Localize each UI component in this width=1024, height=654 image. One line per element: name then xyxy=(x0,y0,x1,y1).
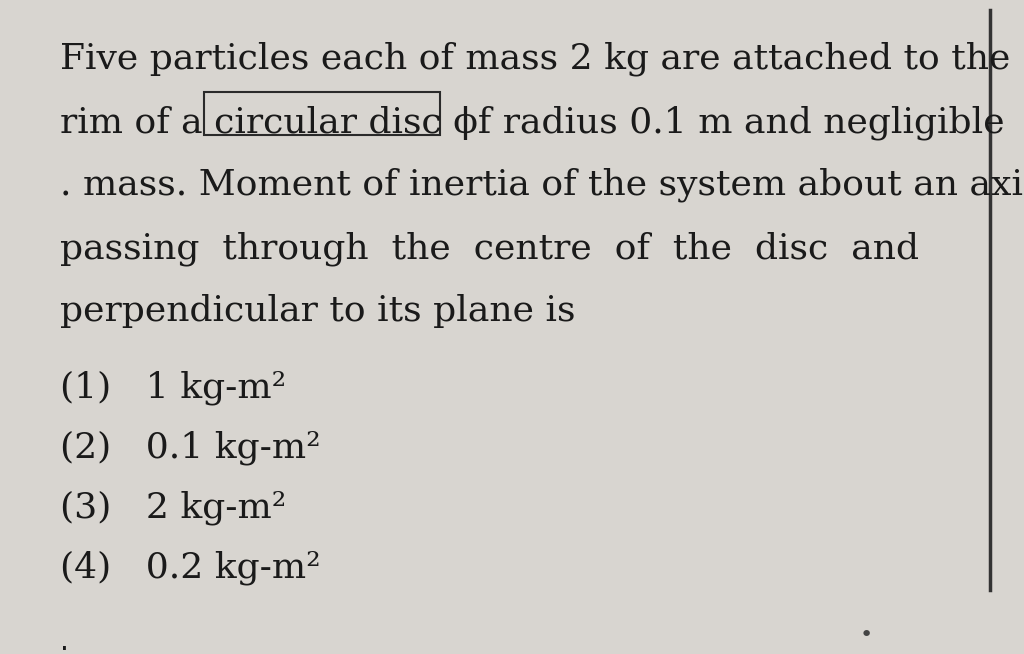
Text: . mass. Moment of inertia of the system about an axis: . mass. Moment of inertia of the system … xyxy=(60,168,1024,203)
Text: rim of a circular disc ϕf radius 0.1 m and negligible: rim of a circular disc ϕf radius 0.1 m a… xyxy=(60,105,1005,139)
Text: (2)   0.1 kg-m²: (2) 0.1 kg-m² xyxy=(60,430,321,464)
Bar xyxy=(204,92,440,135)
Text: •: • xyxy=(860,625,873,645)
Text: (4)   0.2 kg-m²: (4) 0.2 kg-m² xyxy=(60,550,321,585)
Text: perpendicular to its plane is: perpendicular to its plane is xyxy=(60,294,575,328)
Text: (1)   1 kg-m²: (1) 1 kg-m² xyxy=(60,370,286,405)
Text: Five particles each of mass 2 kg are attached to the: Five particles each of mass 2 kg are att… xyxy=(60,42,1011,77)
Text: passing  through  the  centre  of  the  disc  and: passing through the centre of the disc a… xyxy=(60,231,919,266)
Text: (3)   2 kg-m²: (3) 2 kg-m² xyxy=(60,490,287,525)
Text: .: . xyxy=(60,628,69,654)
